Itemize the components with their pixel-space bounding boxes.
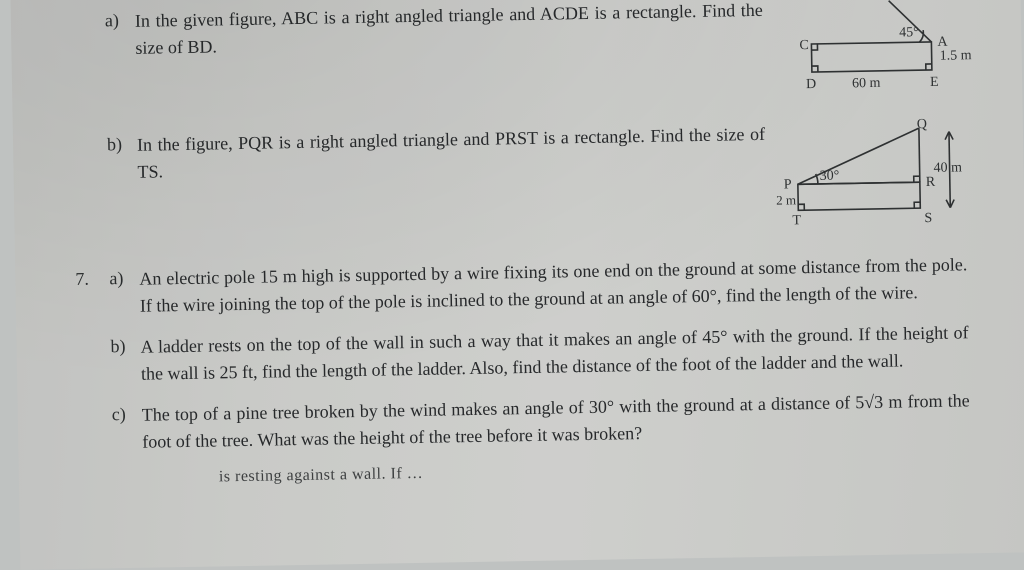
fig6a-label-C: C xyxy=(799,38,809,53)
fig6a-angle: 45° xyxy=(899,25,919,40)
fig6a-label-E: E xyxy=(930,75,939,90)
question-7a-row: 7. a) An electric pole 15 m high is supp… xyxy=(75,251,976,321)
question-6b-text: In the figure, PQR is a right angled tri… xyxy=(137,121,774,186)
fig6b-label-S: S xyxy=(924,211,932,226)
fig6b-side1: 40 m xyxy=(933,160,962,175)
question-6-number-placeholder xyxy=(71,8,105,11)
question-7c-text: The top of a pine tree broken by the win… xyxy=(142,387,979,456)
question-7b-text: A ladder rests on the top of the wall in… xyxy=(140,319,977,388)
fig6b-angle: 30° xyxy=(820,169,840,184)
figure-6a-svg: C A D E 45° 1.5 m 60 m xyxy=(771,0,973,107)
question-7b-label: b) xyxy=(110,334,140,358)
fig6b-label-Q: Q xyxy=(917,117,927,132)
fig6b-label-T: T xyxy=(792,213,801,228)
question-7a-text: An electric pole 15 m high is supported … xyxy=(139,251,976,320)
question-7a-label: a) xyxy=(109,266,139,290)
question-7c-label: c) xyxy=(112,402,142,426)
question-7c-row: c) The top of a pine tree broken by the … xyxy=(78,387,979,457)
fig6b-side2: 2 m xyxy=(776,192,796,207)
question-6a-label: a) xyxy=(105,8,135,32)
fig6b-label-R: R xyxy=(926,175,936,190)
truncated-line: is resting against a wall. If … xyxy=(79,455,979,489)
question-6b-row: b) In the figure, PQR is a right angled … xyxy=(73,117,975,253)
fig6a-side1: 1.5 m xyxy=(940,48,972,64)
fig6a-label-D: D xyxy=(806,77,816,92)
figure-6b: P Q R S T 30° 40 m 2 m xyxy=(773,117,975,240)
figure-6a: C A D E 45° 1.5 m 60 m xyxy=(771,0,973,107)
fig6a-side2: 60 m xyxy=(852,76,881,91)
page: a) In the given figure, ABC is a right a… xyxy=(10,0,1024,570)
question-7b-row: b) A ladder rests on the top of the wall… xyxy=(76,319,977,389)
question-6a-text: In the given figure, ABC is a right angl… xyxy=(135,0,772,62)
question-6a-row: a) In the given figure, ABC is a right a… xyxy=(71,0,973,119)
fig6a-label-A: A xyxy=(937,35,948,50)
question-7-number: 7. xyxy=(75,266,109,290)
question-6b-label: b) xyxy=(107,132,137,156)
fig6b-label-P: P xyxy=(784,177,792,192)
figure-6b-svg: P Q R S T 30° 40 m 2 m xyxy=(773,117,975,240)
